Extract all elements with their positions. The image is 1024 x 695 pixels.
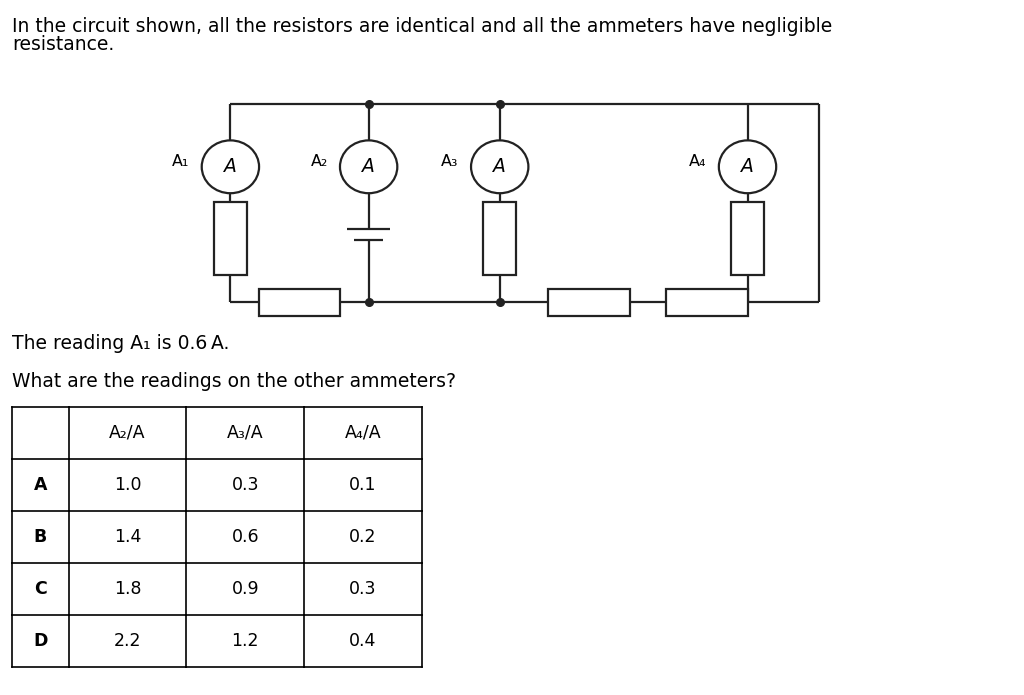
Text: D: D	[33, 632, 48, 650]
Text: 1.4: 1.4	[114, 528, 141, 546]
Text: A₁: A₁	[172, 154, 189, 169]
Text: C: C	[34, 580, 47, 598]
Bar	[483, 202, 516, 275]
Bar	[667, 289, 749, 316]
Text: The reading A₁ is 0.6 A.: The reading A₁ is 0.6 A.	[12, 334, 229, 352]
Text: 0.9: 0.9	[231, 580, 259, 598]
Text: 1.8: 1.8	[114, 580, 141, 598]
Text: A₂: A₂	[310, 154, 328, 169]
Text: A₄/A: A₄/A	[345, 424, 381, 441]
Text: 1.2: 1.2	[231, 632, 259, 650]
Text: 0.3: 0.3	[349, 580, 377, 598]
Text: 0.4: 0.4	[349, 632, 377, 650]
Text: 2.2: 2.2	[114, 632, 141, 650]
Text: resistance.: resistance.	[12, 35, 115, 54]
Text: A₄: A₄	[689, 154, 707, 169]
Text: A₃: A₃	[441, 154, 459, 169]
Text: A: A	[741, 157, 754, 177]
Bar	[214, 202, 247, 275]
Text: 0.2: 0.2	[349, 528, 377, 546]
Text: B: B	[34, 528, 47, 546]
Text: 0.1: 0.1	[349, 476, 377, 493]
Bar	[258, 289, 340, 316]
Text: 0.3: 0.3	[231, 476, 259, 493]
Text: A₂/A: A₂/A	[110, 424, 145, 441]
Text: A: A	[494, 157, 506, 177]
Text: A₃/A: A₃/A	[227, 424, 263, 441]
Text: 1.0: 1.0	[114, 476, 141, 493]
Text: A: A	[362, 157, 375, 177]
Text: What are the readings on the other ammeters?: What are the readings on the other ammet…	[12, 372, 457, 391]
Text: A: A	[224, 157, 237, 177]
Bar	[548, 289, 630, 316]
Text: In the circuit shown, all the resistors are identical and all the ammeters have : In the circuit shown, all the resistors …	[12, 17, 833, 36]
Text: 0.6: 0.6	[231, 528, 259, 546]
Bar	[731, 202, 764, 275]
Text: A: A	[34, 476, 47, 493]
